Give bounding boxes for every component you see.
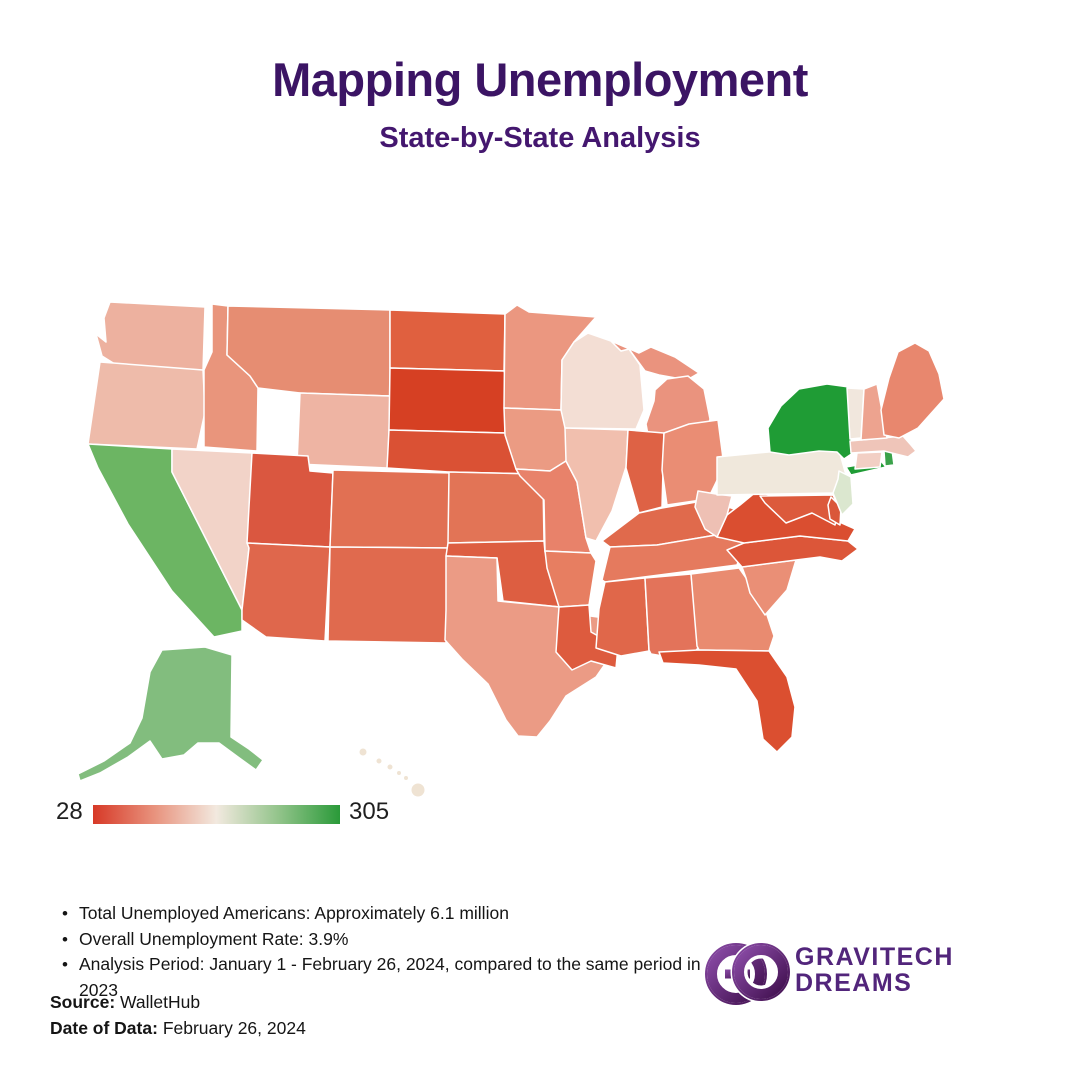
state-sd (388, 367, 508, 434)
state-al (644, 573, 700, 661)
state-nm (327, 546, 450, 644)
state-az (241, 542, 331, 642)
state-hi-island (358, 747, 368, 757)
legend-min-label: 28 (56, 798, 83, 825)
state-nj (832, 470, 854, 516)
state-hi-island (403, 775, 409, 781)
date-value: February 26, 2024 (162, 1018, 306, 1038)
source-line: Source: WalletHub (50, 992, 200, 1013)
state-nd (389, 309, 506, 372)
state-me (880, 342, 945, 439)
state-oh (661, 419, 725, 506)
logo-text-line2: DREAMS (795, 969, 913, 997)
state-hi-island (410, 782, 426, 798)
state-ia (503, 407, 571, 472)
state-co (329, 469, 453, 549)
state-or (87, 361, 206, 450)
note-bullet: Analysis Period: January 1 - February 26… (58, 952, 706, 1003)
state-wy (296, 392, 391, 469)
legend-gradient-bar (93, 805, 340, 824)
state-pa (716, 447, 847, 496)
state-hi-island (386, 763, 394, 771)
logo-text-line1: GRAVITECH (795, 943, 954, 971)
note-bullet: Total Unemployed Americans: Approximatel… (58, 901, 706, 927)
state-la (555, 604, 619, 671)
state-hi-island (375, 757, 383, 765)
state-hi-island (396, 770, 402, 776)
state-ms (595, 577, 650, 657)
state-nh (860, 383, 888, 441)
state-ut (246, 452, 334, 548)
page-subtitle: State-by-State Analysis (379, 122, 701, 154)
date-line: Date of Data: February 26, 2024 (50, 1018, 306, 1039)
source-value: WalletHub (120, 992, 201, 1012)
legend-max-label: 305 (349, 798, 390, 825)
notes-list: Total Unemployed Americans: Approximatel… (58, 901, 706, 1003)
state-fl (658, 649, 796, 753)
state-ct (854, 451, 883, 470)
logo-mark-gd-rings (705, 941, 792, 1005)
state-wa (95, 301, 206, 372)
state-ak (77, 646, 264, 782)
state-mo (515, 460, 592, 554)
state-in (625, 429, 665, 514)
source-label: Source: (50, 992, 116, 1012)
state-wi (560, 332, 645, 430)
note-bullet: Overall Unemployment Rate: 3.9% (58, 927, 706, 953)
page-title: Mapping Unemployment (272, 53, 808, 106)
state-ny (767, 383, 857, 460)
state-ma (849, 435, 917, 458)
logo: GRAVITECH DREAMS (703, 936, 1033, 1016)
date-label: Date of Data: (50, 1018, 158, 1038)
state-tx (444, 555, 613, 738)
